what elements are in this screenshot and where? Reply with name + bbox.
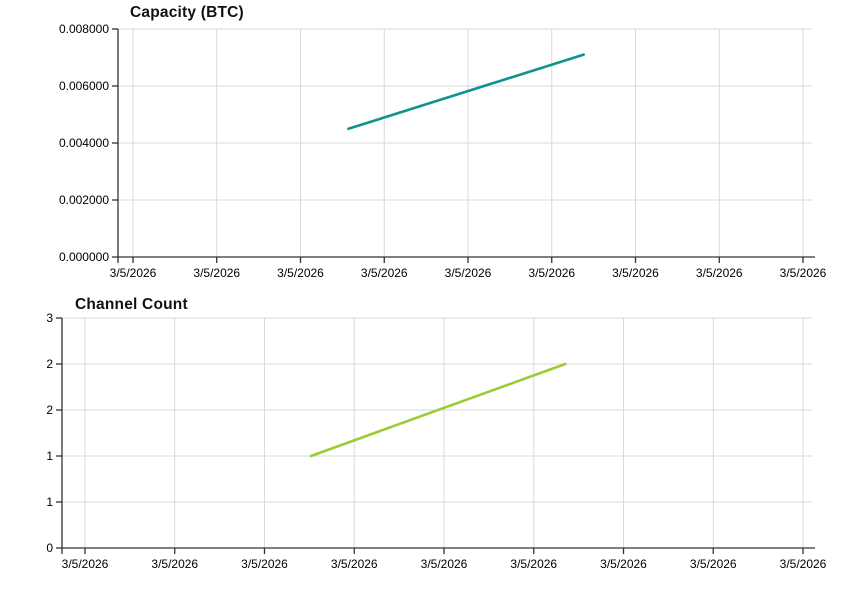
x-tick-label: 3/5/2026 (780, 557, 827, 571)
y-tick-label: 0.008000 (59, 22, 109, 36)
data-series-line (309, 362, 567, 458)
x-tick-label: 3/5/2026 (690, 557, 737, 571)
y-tick-label: 0.006000 (59, 79, 109, 93)
capacity-chart-plot: 0.008000 0.006000 0.004000 0.002000 0.000000… (59, 22, 827, 280)
y-tick-label: 2 (46, 403, 53, 417)
x-tick-label: 3/5/2026 (193, 266, 240, 280)
x-tick-label: 3/5/2026 (361, 266, 408, 280)
x-tick-label: 3/5/2026 (241, 557, 288, 571)
y-tick-label: 0.000000 (59, 250, 109, 264)
x-tick-label: 3/5/2026 (445, 266, 492, 280)
x-tick-label: 3/5/2026 (151, 557, 198, 571)
x-tick-label: 3/5/2026 (421, 557, 468, 571)
y-tick-label: 0.002000 (59, 193, 109, 207)
y-tick-label: 0.004000 (59, 136, 109, 150)
x-tick-label: 3/5/2026 (528, 266, 575, 280)
channel-count-chart-title: Channel Count (75, 296, 188, 313)
x-tick-label: 3/5/2026 (600, 557, 647, 571)
x-tick-label: 3/5/2026 (110, 266, 157, 280)
y-tick-label: 2 (46, 357, 53, 371)
capacity-chart-title: Capacity (BTC) (130, 4, 244, 21)
x-tick-label: 3/5/2026 (510, 557, 557, 571)
data-series-line (347, 53, 586, 131)
y-tick-label: 3 (46, 311, 53, 325)
channel-count-chart-plot: 3 2 2 1 1 0 3/5/2026 3/5/2026 3/5/2026 3/5/2026 3/… (46, 311, 827, 571)
x-tick-label: 3/5/2026 (331, 557, 378, 571)
x-tick-label: 3/5/2026 (62, 557, 109, 571)
y-tick-label: 1 (46, 495, 53, 509)
x-tick-label: 3/5/2026 (612, 266, 659, 280)
x-tick-label: 3/5/2026 (780, 266, 827, 280)
y-tick-label: 1 (46, 449, 53, 463)
x-tick-label: 3/5/2026 (696, 266, 743, 280)
y-tick-label: 0 (46, 541, 53, 555)
x-tick-label: 3/5/2026 (277, 266, 324, 280)
